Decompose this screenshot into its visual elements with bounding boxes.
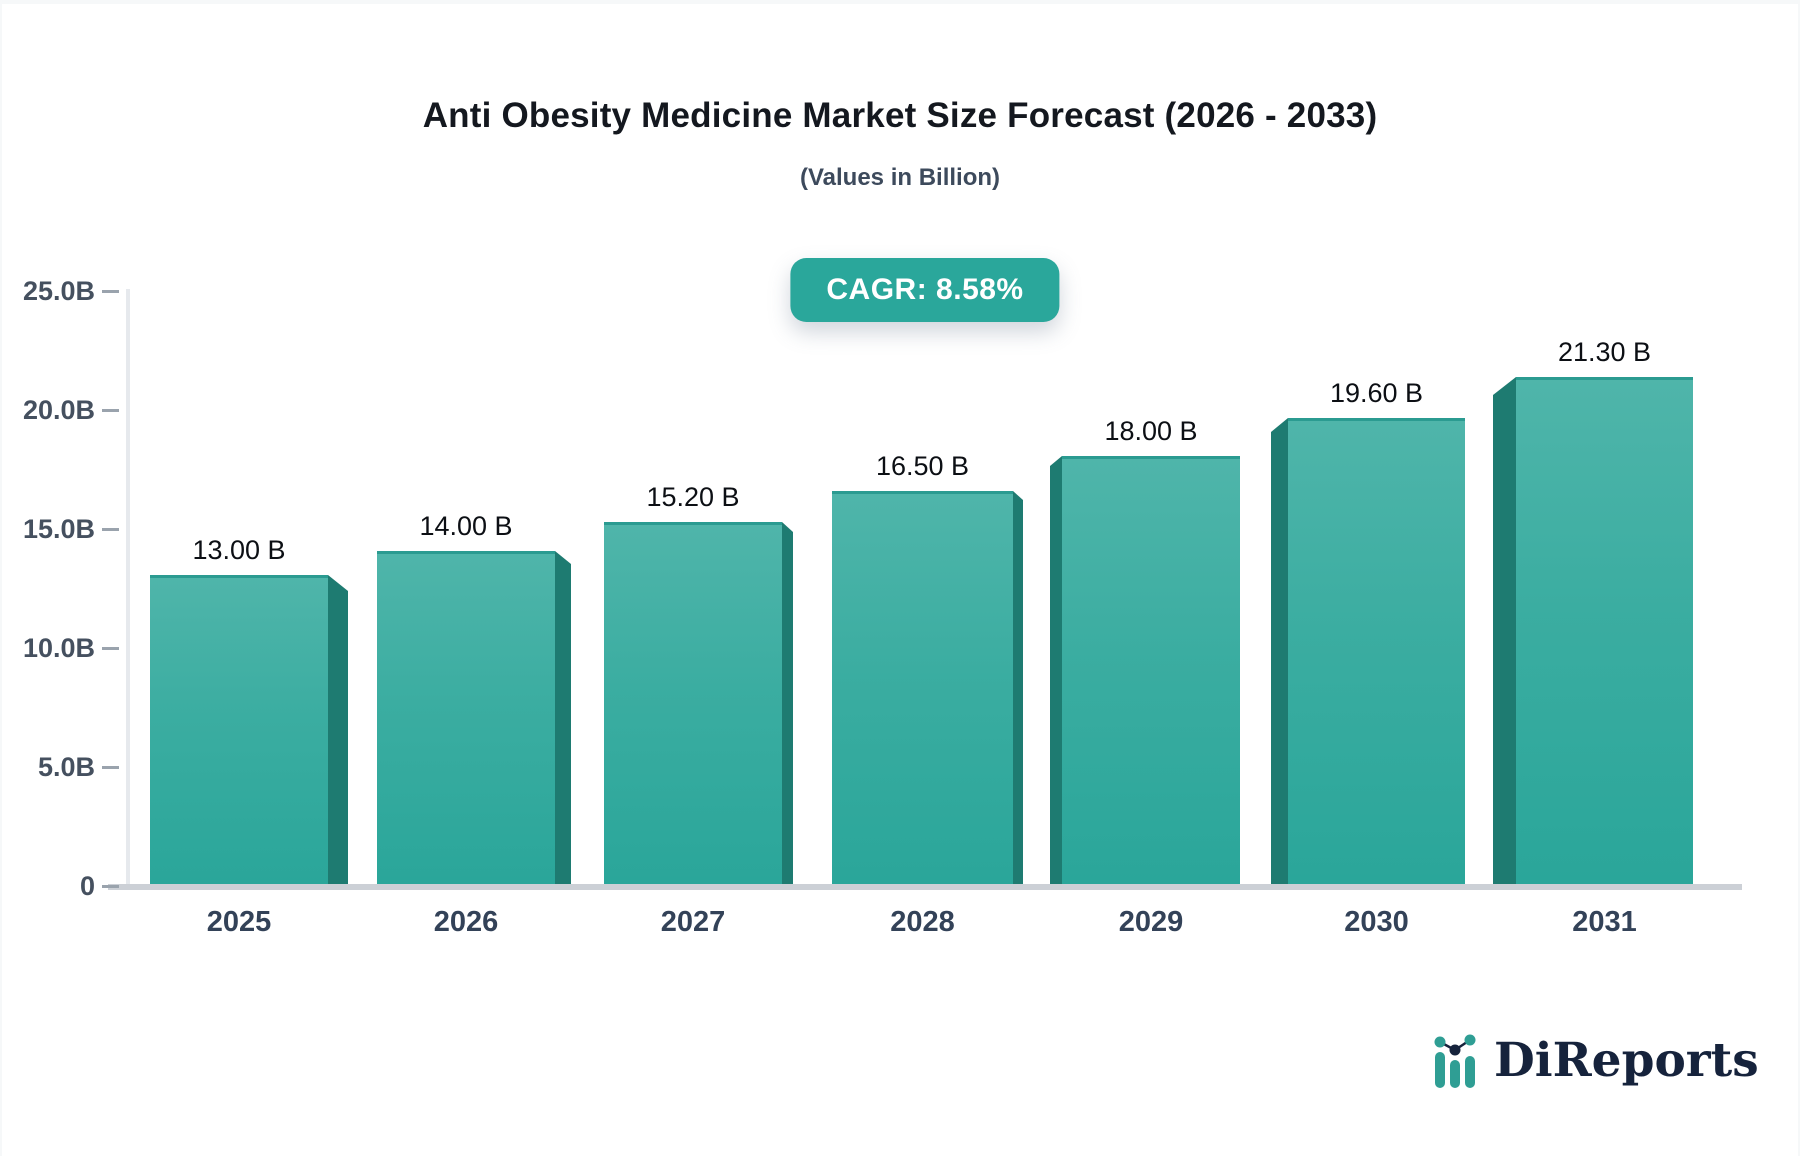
bar-3d-side — [555, 551, 571, 884]
bar-3d-side — [1271, 418, 1288, 884]
chart-subtitle: (Values in Billion) — [799, 164, 1001, 191]
y-tick-label: 0 — [79, 871, 95, 901]
direports-logo: DiReports — [1432, 1032, 1759, 1090]
y-tick-mark — [102, 409, 119, 412]
bar-face — [604, 522, 782, 884]
y-tick-mark — [102, 885, 119, 888]
y-tick-label: 25.0B — [22, 276, 95, 306]
bar-2030: 19.60 B — [1271, 378, 1465, 884]
bar-face — [1288, 418, 1465, 884]
x-tick-label-2025: 2025 — [206, 906, 272, 938]
y-tick-mark — [102, 528, 119, 531]
bar-2026: 14.00 B — [377, 511, 571, 884]
bar-2027: 15.20 B — [604, 482, 793, 884]
bar-face — [377, 551, 555, 884]
bar-value-label: 21.30 B — [1557, 337, 1652, 367]
x-tick-label-2026: 2026 — [433, 906, 499, 938]
bar-face — [1516, 377, 1693, 884]
bar-value-label: 18.00 B — [1104, 416, 1198, 446]
direports-logo-icon — [1434, 1034, 1476, 1088]
x-tick-label-2027: 2027 — [660, 906, 726, 938]
y-tick-mark — [102, 290, 119, 293]
y-tick-label: 20.0B — [22, 395, 95, 425]
x-tick-label-2028: 2028 — [890, 906, 955, 938]
cagr-badge: CAGR: 8.58% — [790, 258, 1060, 322]
bar-face — [150, 575, 328, 884]
bar-face — [832, 491, 1013, 884]
x-axis-baseline — [108, 884, 1742, 890]
bar-value-label: 15.20 B — [646, 482, 740, 512]
bar-2025: 13.00 B — [150, 535, 348, 884]
y-axis-line — [126, 289, 130, 890]
y-tick-mark — [102, 647, 119, 650]
y-tick-label: 15.0B — [22, 514, 95, 544]
bar-3d-side — [782, 522, 793, 884]
bar-value-label: 16.50 B — [875, 451, 970, 481]
bar-2028: 16.50 B — [832, 451, 1023, 884]
bar-3d-side — [328, 575, 348, 884]
bar-3d-side — [1050, 456, 1062, 884]
y-tick-label: 5.0B — [37, 752, 95, 782]
bar-value-label: 19.60 B — [1329, 378, 1424, 408]
direports-logo-text: DiReports — [1494, 1033, 1759, 1088]
chart-title: Anti Obesity Medicine Market Size Foreca… — [422, 96, 1378, 135]
bar-2031: 21.30 B — [1493, 337, 1693, 884]
y-tick-label: 10.0B — [22, 633, 95, 663]
x-tick-label-2031: 2031 — [1572, 906, 1637, 938]
y-tick-mark — [102, 766, 119, 769]
bar-3d-side — [1493, 377, 1516, 884]
x-tick-label-2030: 2030 — [1344, 906, 1409, 938]
x-tick-label-2029: 2029 — [1118, 906, 1184, 938]
bar-3d-side — [1013, 491, 1023, 884]
bar-2029: 18.00 B — [1050, 416, 1240, 884]
bar-face — [1062, 456, 1240, 884]
bar-value-label: 14.00 B — [419, 511, 513, 541]
bar-value-label: 13.00 B — [192, 535, 286, 565]
